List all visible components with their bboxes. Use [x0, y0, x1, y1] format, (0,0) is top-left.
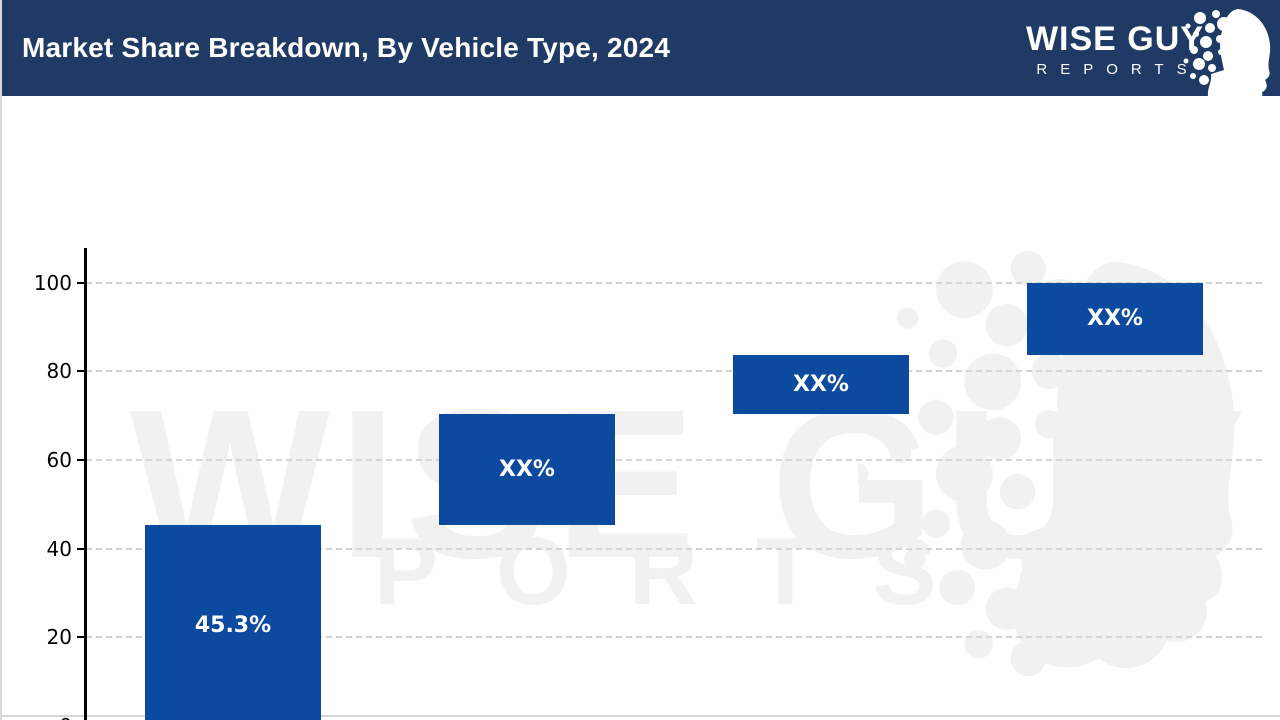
bar-buses: XX%	[732, 354, 910, 415]
y-axis-line	[84, 248, 87, 720]
bar-value-label: XX%	[1087, 306, 1143, 332]
y-tick-mark	[77, 370, 85, 373]
brand-name: WISE GUY	[1025, 20, 1204, 58]
bar-commercial-vehicles: XX%	[438, 414, 616, 526]
dotted-head-icon	[1183, 9, 1271, 96]
y-axis-tick-label: 60	[46, 447, 72, 472]
gridline	[86, 458, 1262, 461]
chart-canvas: WISE GUY PORTS 45.3%XX%XX%XX% 02040608	[2, 96, 1280, 720]
y-axis-tick-label: 80	[46, 359, 72, 384]
watermark-text-2: PORTS	[374, 518, 995, 625]
brand-logo: WISE GUY REPORTS	[1012, 0, 1272, 96]
bar-light-trucks: XX%	[1026, 282, 1204, 355]
y-axis-tick-label: 0	[2, 714, 72, 720]
y-tick-mark	[77, 458, 85, 461]
header-bar: Market Share Breakdown, By Vehicle Type,…	[2, 0, 1280, 96]
bar-passenger-cars: 45.3%	[144, 525, 322, 720]
gridline	[86, 281, 1262, 284]
chart-title: Market Share Breakdown, By Vehicle Type,…	[22, 32, 671, 63]
gridline	[86, 370, 1262, 373]
bar-value-label: 45.3%	[194, 613, 272, 639]
y-axis-tick-label: 100	[33, 270, 72, 295]
watermark-head-icon	[858, 250, 1235, 677]
gridline	[86, 636, 1262, 639]
y-tick-mark	[77, 281, 85, 284]
bar-value-label: XX%	[793, 371, 849, 397]
y-axis-tick-label: 40	[46, 536, 72, 561]
gridline	[86, 547, 1262, 550]
canvas-bottom-border	[2, 715, 1280, 717]
brand-subtitle: REPORTS	[1036, 61, 1200, 78]
y-tick-mark	[77, 547, 85, 550]
y-tick-mark	[77, 636, 85, 639]
bar-value-label: XX%	[499, 457, 555, 483]
y-axis-tick-label: 20	[46, 625, 72, 650]
brand-text: WISE GUY REPORTS	[1026, 20, 1204, 78]
plot-area: 45.3% XX% XX% XX%	[86, 251, 1262, 720]
